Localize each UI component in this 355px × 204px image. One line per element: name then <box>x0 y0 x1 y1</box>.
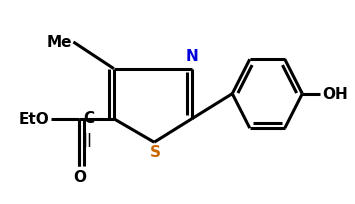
Text: —: — <box>52 112 67 127</box>
Text: EtO: EtO <box>18 112 49 127</box>
Text: ||: || <box>82 132 92 146</box>
Text: Me: Me <box>47 35 72 50</box>
Text: C: C <box>83 110 94 125</box>
Text: O: O <box>73 169 87 184</box>
Text: OH: OH <box>322 87 348 102</box>
Text: N: N <box>186 49 198 64</box>
Text: S: S <box>150 144 161 159</box>
